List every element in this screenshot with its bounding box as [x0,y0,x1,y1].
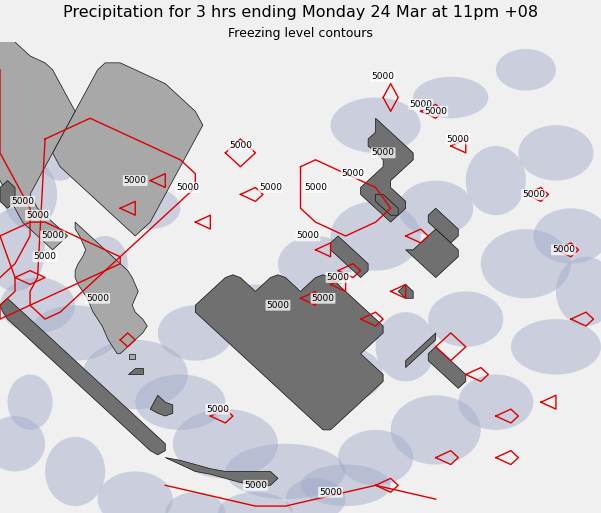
Text: 5000: 5000 [341,169,365,178]
Polygon shape [278,236,353,291]
Text: 5000: 5000 [371,148,395,157]
Text: 5000: 5000 [206,405,230,413]
Polygon shape [165,492,225,513]
Text: 5000: 5000 [326,273,350,282]
Polygon shape [45,437,105,506]
Polygon shape [428,208,458,243]
Polygon shape [413,77,488,118]
Polygon shape [165,458,278,485]
Text: 5000: 5000 [424,107,447,116]
Text: 5000: 5000 [447,134,470,144]
Polygon shape [481,229,571,298]
Polygon shape [173,409,278,478]
Text: 5000: 5000 [266,301,290,310]
Polygon shape [30,305,120,361]
Polygon shape [459,374,534,430]
Text: Freezing level contours: Freezing level contours [228,27,373,40]
Text: 5000: 5000 [552,245,575,254]
Polygon shape [0,77,60,118]
Polygon shape [466,146,526,215]
Polygon shape [129,354,135,359]
Polygon shape [0,181,15,208]
Polygon shape [398,181,474,236]
Polygon shape [376,312,436,381]
Polygon shape [158,305,233,361]
Polygon shape [406,229,458,278]
Polygon shape [120,188,180,229]
Polygon shape [331,97,421,153]
Polygon shape [331,236,368,278]
Polygon shape [53,63,203,236]
Polygon shape [38,125,83,181]
Text: 5000: 5000 [296,231,320,241]
Polygon shape [406,333,436,367]
Text: 5000: 5000 [522,190,545,199]
Text: 5000: 5000 [409,100,432,109]
Polygon shape [534,208,601,264]
Text: 5000: 5000 [311,294,335,303]
Polygon shape [225,444,346,499]
Text: 5000: 5000 [244,481,267,490]
Polygon shape [519,125,594,181]
Polygon shape [8,374,53,430]
Text: 5000: 5000 [41,231,64,241]
Text: 5000: 5000 [304,183,327,192]
Text: 5000: 5000 [176,183,200,192]
Text: 5000: 5000 [229,142,252,150]
Polygon shape [135,374,225,430]
Polygon shape [83,236,127,291]
Polygon shape [0,299,165,455]
Text: 5000: 5000 [124,176,147,185]
Polygon shape [428,347,466,388]
Polygon shape [300,465,391,506]
Polygon shape [496,49,556,90]
Polygon shape [0,278,75,333]
Polygon shape [225,285,285,326]
Polygon shape [556,257,601,326]
Polygon shape [398,284,413,299]
Polygon shape [98,471,173,513]
Polygon shape [195,275,383,430]
Polygon shape [331,202,421,270]
Polygon shape [83,340,188,409]
Polygon shape [391,396,481,464]
Text: 5000: 5000 [11,197,34,206]
Polygon shape [75,222,147,354]
Text: Precipitation for 3 hrs ending Monday 24 Mar at 11pm +08: Precipitation for 3 hrs ending Monday 24… [63,5,538,20]
Text: 5000: 5000 [259,183,282,192]
Polygon shape [127,367,143,374]
Polygon shape [429,291,504,347]
Polygon shape [3,160,57,229]
Polygon shape [150,395,173,416]
Polygon shape [0,0,75,250]
Polygon shape [218,492,293,513]
Polygon shape [285,479,346,513]
Polygon shape [0,208,45,291]
Text: 5000: 5000 [319,488,342,497]
Text: 5000: 5000 [86,294,109,303]
Polygon shape [308,347,383,402]
Polygon shape [511,319,601,374]
Text: 5000: 5000 [34,252,56,261]
Text: 5000: 5000 [26,211,49,220]
Polygon shape [376,194,398,215]
Text: 5000: 5000 [371,72,395,81]
Polygon shape [338,430,413,485]
Polygon shape [0,416,45,471]
Polygon shape [361,118,413,222]
